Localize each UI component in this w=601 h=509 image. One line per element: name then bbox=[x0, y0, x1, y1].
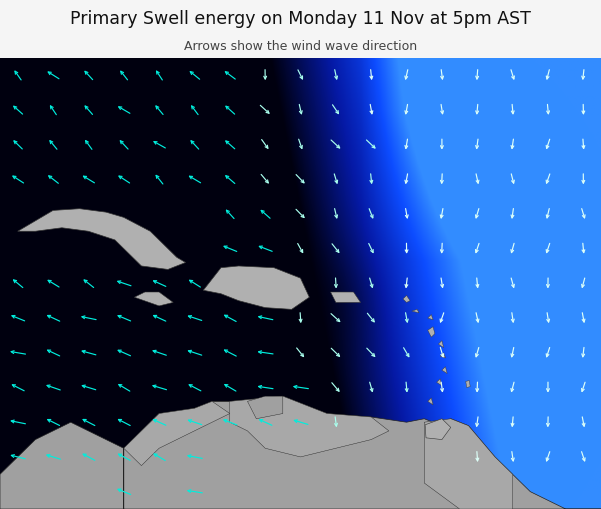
Polygon shape bbox=[424, 419, 513, 509]
Polygon shape bbox=[0, 397, 601, 509]
Polygon shape bbox=[17, 209, 186, 270]
Polygon shape bbox=[425, 419, 451, 440]
Polygon shape bbox=[466, 381, 470, 388]
Polygon shape bbox=[428, 398, 433, 405]
Polygon shape bbox=[230, 397, 389, 457]
Polygon shape bbox=[248, 397, 283, 419]
Polygon shape bbox=[135, 293, 173, 306]
Text: Primary Swell energy on Monday 11 Nov at 5pm AST: Primary Swell energy on Monday 11 Nov at… bbox=[70, 10, 531, 27]
Polygon shape bbox=[403, 296, 410, 303]
Polygon shape bbox=[438, 341, 444, 348]
Polygon shape bbox=[124, 402, 230, 466]
Polygon shape bbox=[428, 327, 435, 337]
Text: Arrows show the wind wave direction: Arrows show the wind wave direction bbox=[184, 40, 417, 53]
Polygon shape bbox=[428, 315, 433, 320]
Polygon shape bbox=[436, 379, 442, 386]
Polygon shape bbox=[412, 310, 419, 313]
Polygon shape bbox=[331, 293, 361, 303]
Polygon shape bbox=[442, 367, 447, 374]
Polygon shape bbox=[203, 266, 310, 310]
Polygon shape bbox=[440, 353, 445, 358]
